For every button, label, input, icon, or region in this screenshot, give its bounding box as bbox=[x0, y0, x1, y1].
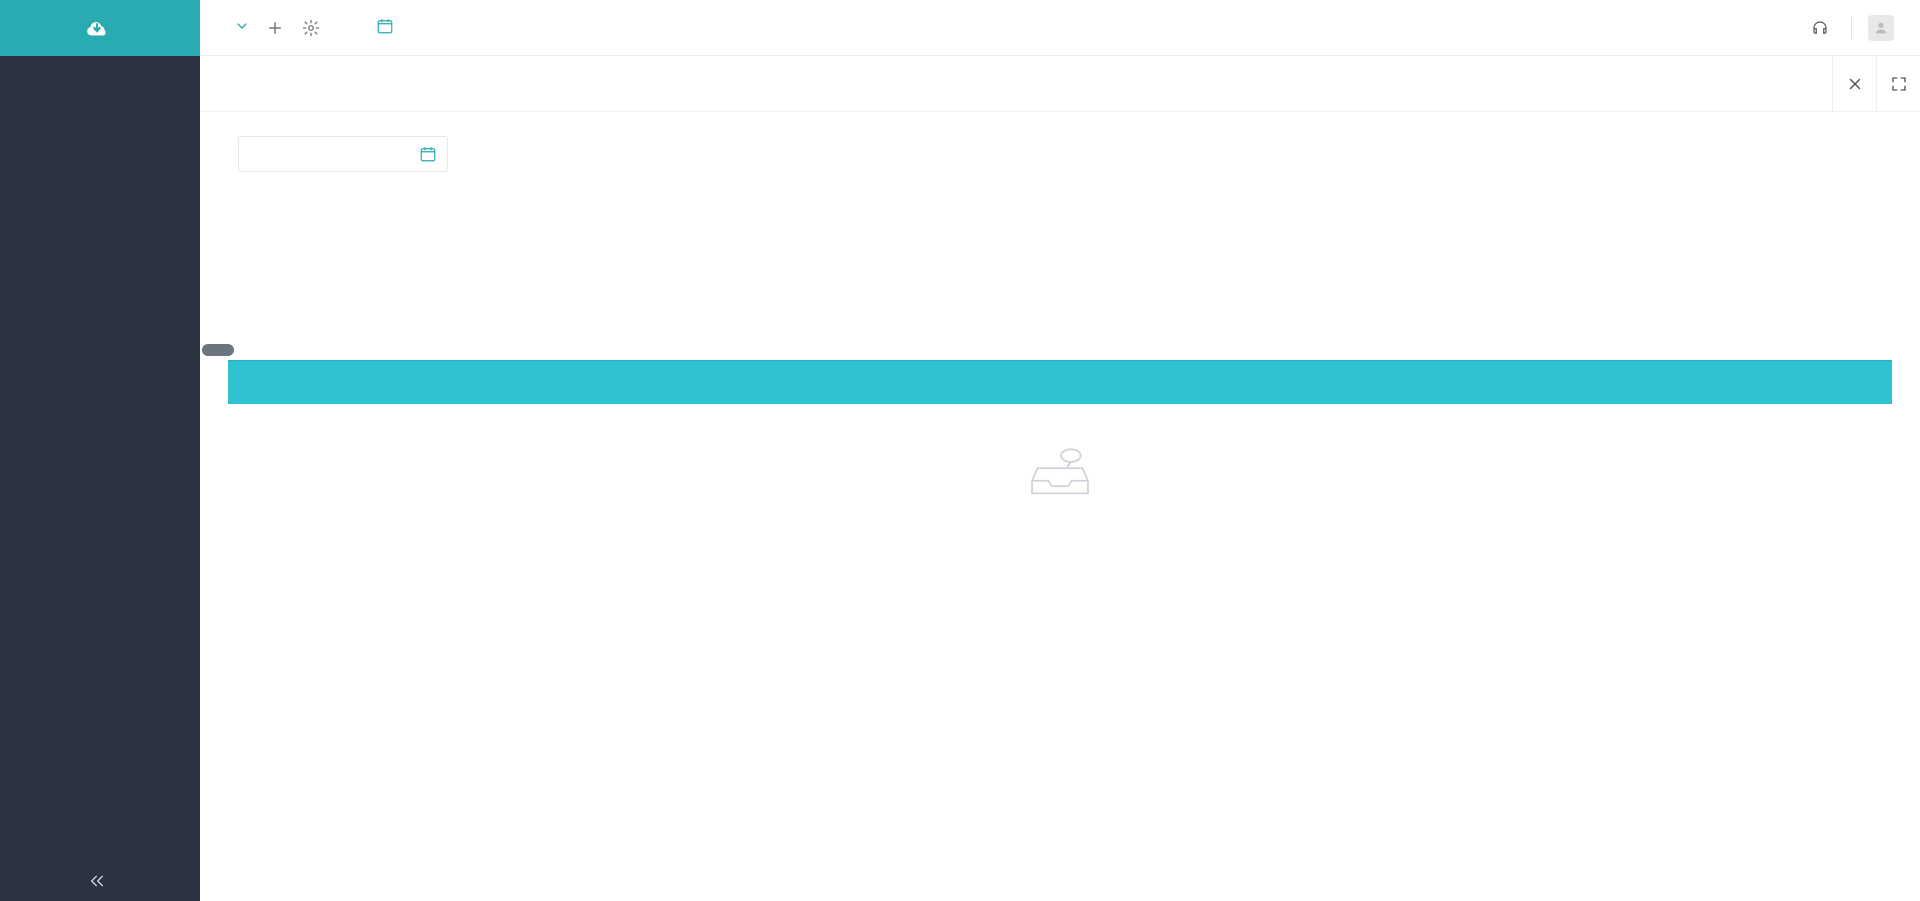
collapse-icon bbox=[89, 873, 105, 889]
company-dropdown[interactable] bbox=[234, 18, 250, 37]
brand-header bbox=[0, 0, 200, 56]
close-icon bbox=[1846, 75, 1864, 93]
main-area bbox=[200, 0, 1920, 901]
fullscreen-icon bbox=[1890, 75, 1908, 93]
fullscreen-button[interactable] bbox=[1876, 56, 1920, 112]
close-all-tabs-button[interactable] bbox=[1832, 56, 1876, 112]
topbar-divider bbox=[1851, 17, 1852, 39]
brand-cloud-icon bbox=[84, 14, 110, 40]
sidebar-unpin[interactable] bbox=[0, 861, 200, 901]
consult-button[interactable] bbox=[1811, 19, 1835, 37]
user-icon bbox=[1873, 20, 1889, 36]
headset-icon bbox=[1811, 19, 1829, 37]
chevron-down-icon bbox=[234, 18, 250, 34]
plus-icon[interactable] bbox=[266, 19, 284, 37]
chart-area bbox=[218, 200, 1902, 350]
topbar bbox=[200, 0, 1920, 56]
avatar bbox=[1868, 15, 1894, 41]
user-menu[interactable] bbox=[1868, 15, 1902, 41]
trend-chart bbox=[218, 200, 518, 350]
period-calendar-button[interactable] bbox=[372, 17, 394, 38]
filter-row bbox=[200, 132, 1920, 176]
empty-drawer-graphic bbox=[200, 440, 1920, 500]
drawer-icon bbox=[1024, 440, 1096, 500]
content bbox=[200, 112, 1920, 901]
tabstrip bbox=[200, 56, 1920, 112]
month-selector-strip bbox=[228, 360, 1892, 404]
tooltip-no-data bbox=[202, 344, 234, 356]
year-picker[interactable] bbox=[238, 136, 448, 172]
calendar-icon bbox=[376, 17, 394, 35]
sidebar bbox=[0, 0, 200, 901]
sidebar-nav bbox=[0, 56, 200, 861]
tab-tools bbox=[1832, 56, 1920, 112]
gear-icon[interactable] bbox=[302, 19, 320, 37]
calendar-icon bbox=[419, 145, 437, 163]
